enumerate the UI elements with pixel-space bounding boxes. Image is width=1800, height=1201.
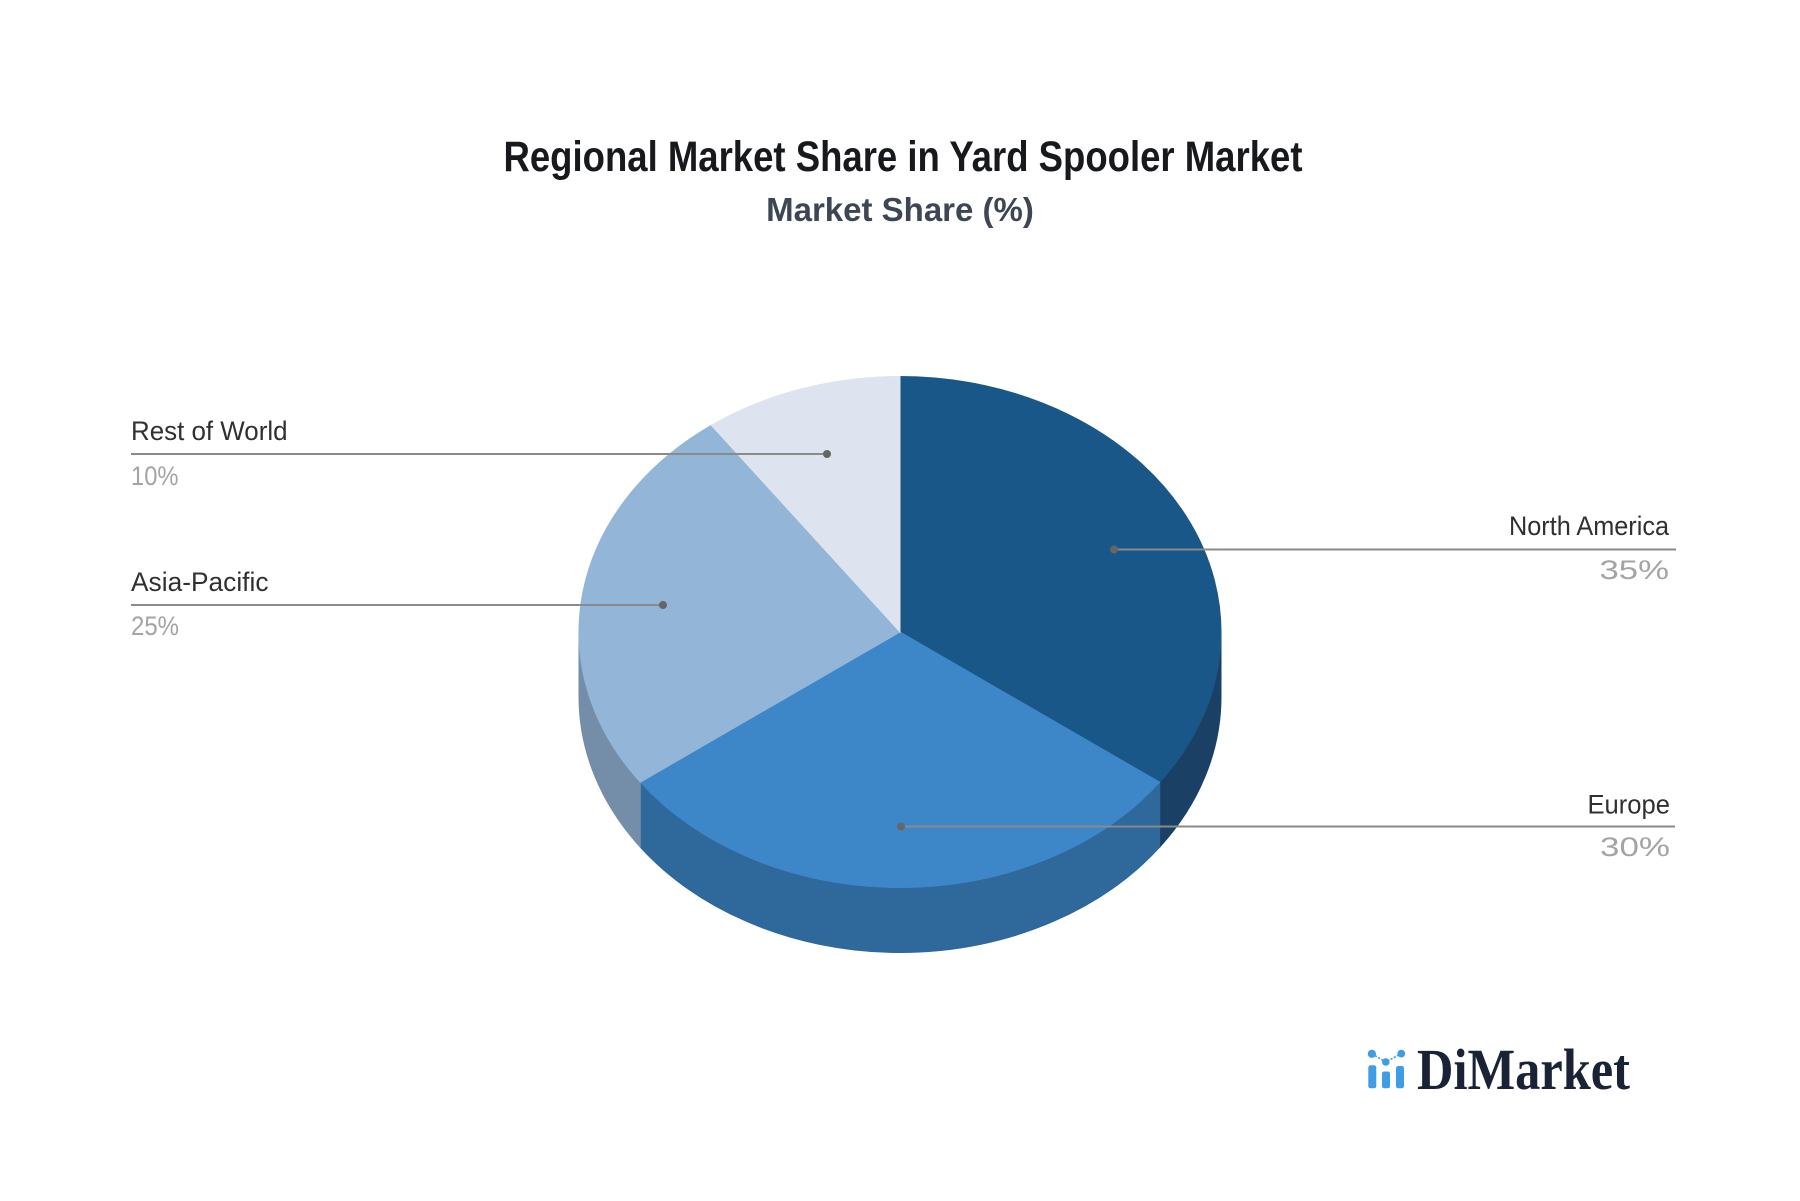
svg-text:DiMarket: DiMarket	[1417, 1037, 1631, 1102]
svg-text:Market Share (%): Market Share (%)	[766, 191, 1034, 228]
svg-text:10%: 10%	[131, 461, 179, 491]
svg-text:35%: 35%	[1600, 555, 1670, 585]
svg-text:30%: 30%	[1600, 832, 1670, 862]
svg-text:Europe: Europe	[1588, 790, 1671, 820]
svg-text:North America: North America	[1509, 511, 1670, 541]
svg-text:Asia-Pacific: Asia-Pacific	[131, 567, 269, 597]
svg-text:Regional Market Share in Yard: Regional Market Share in Yard Spooler Ma…	[504, 133, 1303, 181]
svg-text:25%: 25%	[131, 611, 179, 641]
svg-text:Rest of World: Rest of World	[131, 416, 288, 446]
